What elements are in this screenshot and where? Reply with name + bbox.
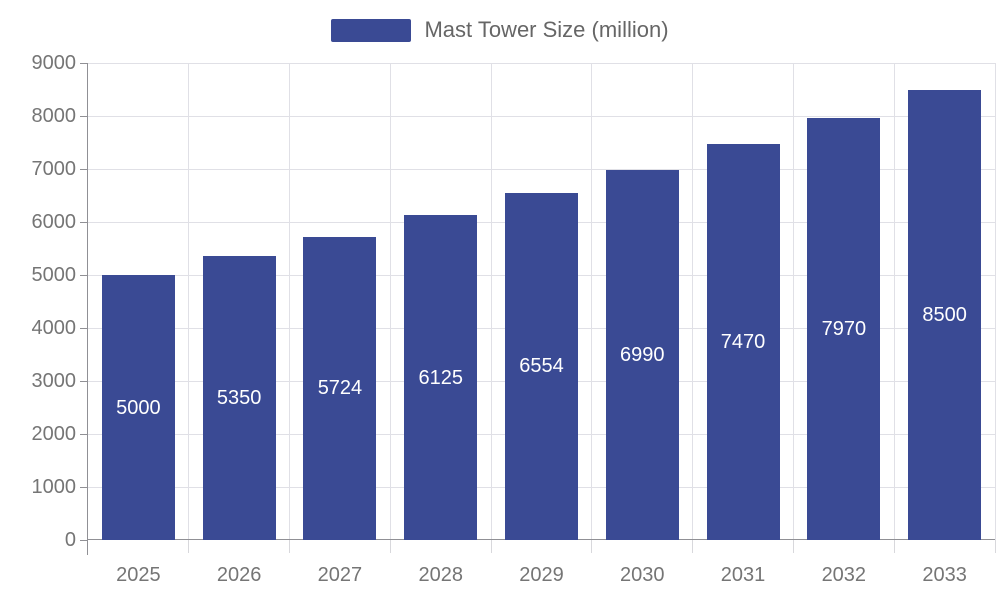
- bar-value-label: 7470: [720, 331, 766, 354]
- y-axis-label: 0: [64, 529, 76, 551]
- y-axis-tick: [80, 380, 88, 382]
- v-gridline: [994, 63, 996, 540]
- x-axis-label: 2027: [317, 564, 363, 586]
- y-axis-label: 6000: [31, 211, 77, 233]
- bar-value-label: 5000: [116, 396, 161, 419]
- plot-area: 0 1000 2000 3000 4000 5000 6000 7000 8000 9000 500…: [32, 52, 996, 586]
- y-axis-label: 9000: [31, 52, 77, 74]
- bar: [605, 169, 679, 540]
- bar-value-label: 6125: [418, 366, 463, 389]
- bar-value-label: 7970: [821, 317, 867, 340]
- bar-value-label: 5350: [216, 387, 262, 410]
- x-axis-tick: [994, 540, 996, 553]
- x-axis-label: 2025: [116, 564, 161, 586]
- x-axis-label: 2029: [519, 564, 564, 586]
- y-axis-tick: [80, 115, 88, 117]
- h-gridline: [88, 62, 995, 64]
- legend-label: Mast Tower Size (million): [424, 17, 669, 42]
- bar: [505, 192, 578, 540]
- y-axis-label: 3000: [31, 370, 77, 392]
- x-axis-tick: [792, 540, 794, 553]
- bar: [908, 89, 982, 540]
- bar-value-label: 6554: [519, 355, 564, 378]
- x-axis-tick: [389, 540, 391, 553]
- bar-value-label: 6990: [620, 343, 665, 366]
- y-axis-tick: [80, 274, 88, 276]
- legend-item[interactable]: Mast Tower Size (million): [0, 17, 1000, 43]
- y-axis-label: 4000: [31, 317, 77, 339]
- y-axis-tick: [80, 539, 88, 541]
- y-axis-tick: [80, 327, 88, 329]
- x-axis-label: 2031: [720, 564, 766, 586]
- y-axis-tick: [80, 433, 88, 435]
- v-gridline: [188, 63, 190, 540]
- h-gridline: [88, 115, 995, 117]
- bar: [101, 275, 175, 540]
- y-axis-label: 2000: [31, 423, 77, 445]
- bar: [303, 236, 377, 540]
- bar: [706, 144, 780, 540]
- x-axis-tick: [188, 540, 190, 553]
- y-axis-label: 1000: [31, 476, 77, 498]
- bar-value-label: 5724: [317, 377, 363, 400]
- v-gridline: [591, 63, 593, 540]
- y-axis-line: [87, 63, 88, 555]
- x-axis-tick: [893, 540, 895, 553]
- y-axis-label: 5000: [31, 264, 77, 286]
- x-axis-label: 2032: [821, 564, 867, 586]
- x-axis-label: 2026: [216, 564, 262, 586]
- legend-swatch: [331, 18, 412, 42]
- y-axis-label: 7000: [31, 158, 77, 180]
- bar: [202, 256, 276, 540]
- v-gridline: [490, 63, 492, 540]
- y-axis-tick: [80, 168, 88, 170]
- x-axis-label: 2028: [418, 564, 463, 586]
- bar-value-label: 8500: [922, 303, 967, 326]
- v-gridline: [389, 63, 391, 540]
- bar: [404, 215, 478, 540]
- h-gridline: [88, 168, 995, 170]
- v-gridline: [692, 63, 694, 540]
- x-axis-tick: [490, 540, 492, 553]
- v-gridline: [792, 63, 794, 540]
- x-axis-tick: [591, 540, 593, 553]
- y-axis-tick: [80, 486, 88, 488]
- x-axis-tick: [692, 540, 694, 553]
- x-axis-tick: [289, 540, 291, 553]
- y-axis-tick: [80, 62, 88, 64]
- y-axis-label: 8000: [31, 105, 77, 127]
- y-axis-tick: [80, 221, 88, 223]
- x-axis-label: 2030: [620, 564, 665, 586]
- bar: [807, 117, 881, 540]
- v-gridline: [289, 63, 291, 540]
- v-gridline: [893, 63, 895, 540]
- x-axis-label: 2033: [922, 564, 967, 586]
